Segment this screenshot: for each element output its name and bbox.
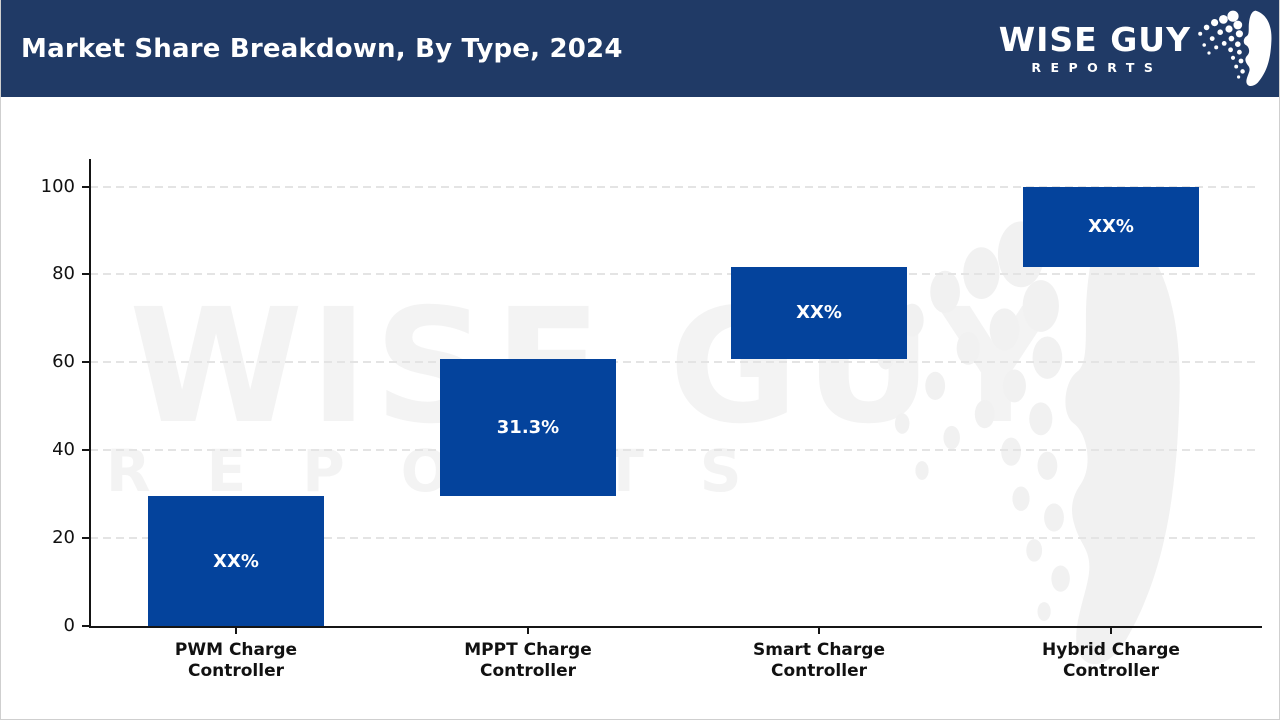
- x-tick-1: [235, 628, 237, 634]
- watermark-face-icon: [877, 221, 1180, 665]
- x-category-label-2: MPPT Charge Controller: [464, 640, 592, 682]
- bar-value-label-4: XX%: [1088, 216, 1134, 237]
- y-tick-label-40: 40: [52, 439, 75, 461]
- watermark-subtitle: REPORTS: [96, 437, 798, 505]
- y-tick-100: [82, 185, 89, 188]
- logo-subtitle: REPORTS: [1031, 59, 1163, 75]
- logo-wordmark: WISE GUY: [998, 20, 1191, 60]
- y-tick-0: [82, 625, 89, 627]
- gridline-60: [90, 361, 1257, 364]
- y-tick-label-60: 60: [52, 351, 75, 373]
- logo-text: WISE GUY REPORTS: [999, 23, 1191, 75]
- y-tick-40: [82, 449, 89, 452]
- x-axis-line: [89, 626, 1262, 628]
- chart-title: Market Share Breakdown, By Type, 2024: [21, 33, 623, 64]
- y-axis-line: [89, 159, 91, 628]
- logo-face-icon: [1198, 10, 1272, 86]
- gridline-40: [90, 449, 1257, 452]
- gridline-20: [90, 537, 1257, 540]
- y-tick-60: [82, 361, 89, 364]
- bar-value-label-2: 31.3%: [496, 417, 560, 439]
- x-category-label-3: Smart Charge Controller: [753, 640, 885, 682]
- y-tick-label-80: 80: [52, 263, 75, 285]
- x-tick-3: [818, 628, 820, 634]
- gridline-100: [90, 185, 1257, 188]
- bar-3: XX%: [731, 266, 907, 359]
- bar-4: XX%: [1023, 186, 1199, 267]
- bar-value-label-1: XX%: [213, 550, 259, 572]
- x-category-label-1: PWM Charge Controller: [174, 640, 298, 682]
- y-tick-20: [82, 537, 89, 540]
- bar-1: XX%: [148, 496, 324, 626]
- bar-value-label-3: XX%: [796, 302, 842, 324]
- y-tick-label-100: 100: [40, 175, 75, 197]
- gridline-80: [90, 273, 1257, 276]
- y-tick-label-20: 20: [52, 527, 75, 549]
- y-tick-label-0: 0: [63, 615, 75, 636]
- bar-2: 31.3%: [440, 358, 616, 497]
- x-tick-4: [1110, 628, 1112, 634]
- header: Market Share Breakdown, By Type, 2024 WI…: [1, 0, 1279, 97]
- y-tick-80: [82, 273, 89, 276]
- wise-guy-logo: WISE GUY REPORTS: [999, 7, 1273, 91]
- x-category-label-4: Hybrid Charge Controller: [1042, 640, 1180, 682]
- x-tick-2: [527, 628, 529, 634]
